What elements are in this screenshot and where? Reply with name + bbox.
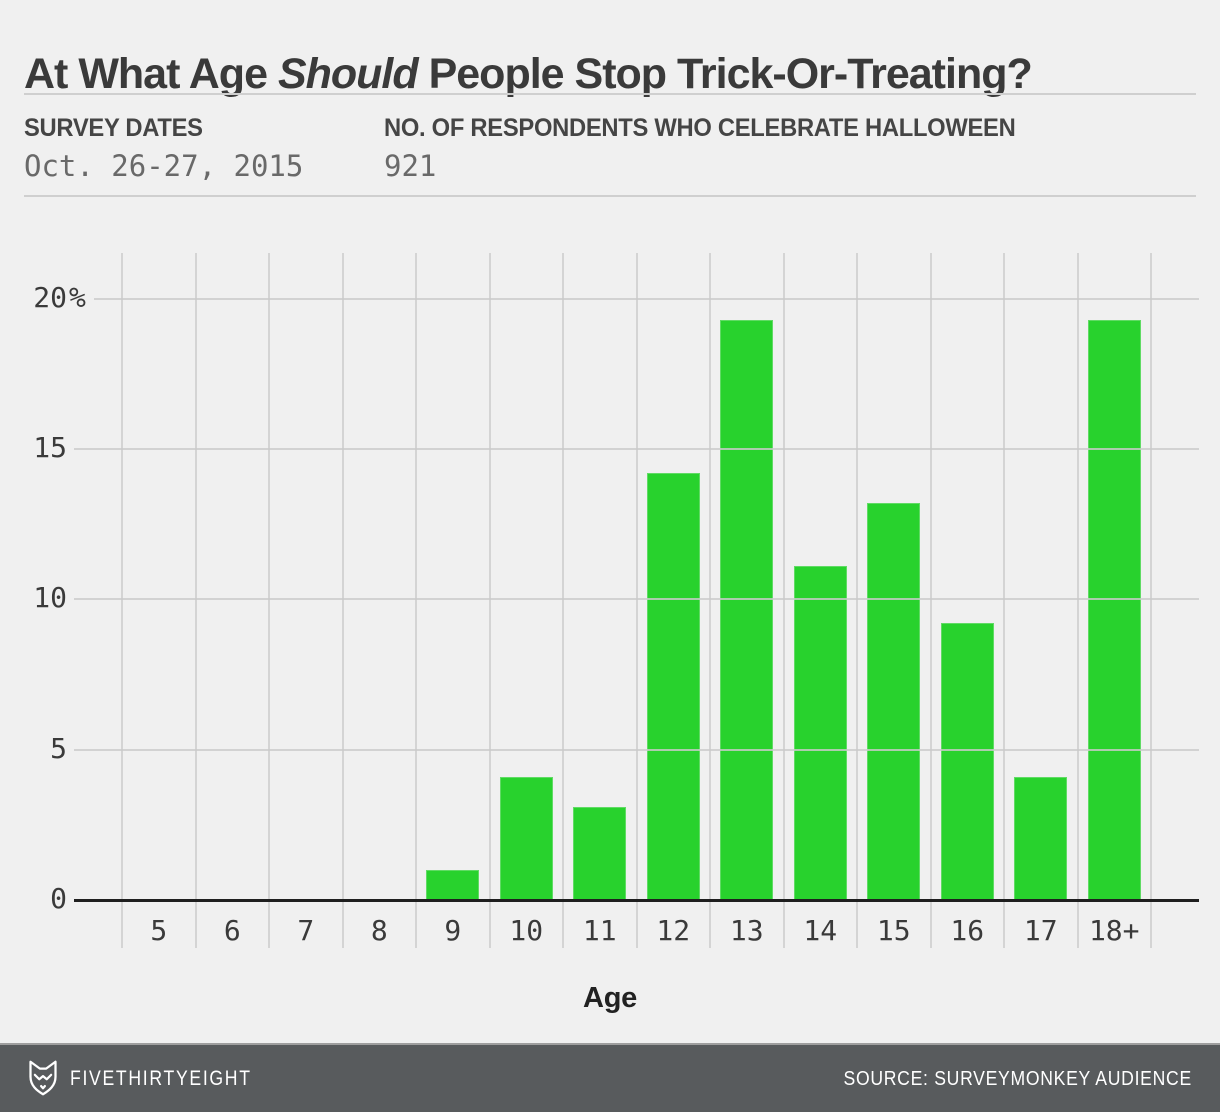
vertical-gridline <box>709 253 711 948</box>
vertical-gridline <box>415 253 417 948</box>
x-tick-label: 18+ <box>1088 914 1140 947</box>
x-tick-label: 8 <box>370 914 388 947</box>
bar-age-16 <box>940 623 994 900</box>
x-axis-baseline <box>74 899 1199 902</box>
header-divider-bottom <box>24 195 1196 197</box>
y-tick-percent-sign: % <box>69 280 86 314</box>
y-tick-label: 0 <box>50 882 67 915</box>
fivethirtyeight-brand-text: FIVETHIRTYEIGHT <box>70 1067 252 1090</box>
vertical-gridline <box>488 253 491 948</box>
bar-age-9 <box>426 869 480 900</box>
vertical-gridline <box>194 253 197 948</box>
vertical-gridline <box>121 253 123 948</box>
y-tick-label: 5 <box>50 731 67 765</box>
bar-age-13 <box>720 319 774 900</box>
page-title: At What Age Should People Stop Trick-Or-… <box>24 51 1204 97</box>
vertical-gridline <box>1003 253 1005 948</box>
x-tick-label: 7 <box>297 914 315 947</box>
footer-top-border <box>0 1043 1220 1045</box>
x-tick-label: 13 <box>729 914 764 947</box>
x-tick-label: 11 <box>582 914 617 947</box>
bar-age-11 <box>573 806 627 900</box>
x-tick-label: 16 <box>950 914 985 947</box>
bar-age-17 <box>1014 776 1068 900</box>
respondents-label: NO. OF RESPONDENTS WHO CELEBRATE HALLOWE… <box>384 114 1016 142</box>
horizontal-gridline <box>74 598 1199 601</box>
x-tick-label: 9 <box>444 914 462 947</box>
survey-dates-label: SURVEY DATES <box>24 114 203 142</box>
vertical-gridline <box>268 253 270 948</box>
vertical-gridline <box>341 253 344 948</box>
x-tick-label: 10 <box>509 914 544 947</box>
bar-age-14 <box>793 566 847 900</box>
horizontal-gridline <box>74 748 1199 751</box>
bar-age-18+ <box>1087 319 1141 900</box>
y-tick-label: 10 <box>33 581 67 615</box>
bar-age-12 <box>646 473 700 900</box>
vertical-gridline <box>635 253 638 948</box>
respondents-value: 921 <box>384 149 437 183</box>
header-divider-top <box>24 93 1196 95</box>
vertical-gridline <box>1076 253 1079 948</box>
bar-age-15 <box>867 503 921 900</box>
y-tick-label: 20 <box>33 280 67 314</box>
fivethirtyeight-fox-logo-icon <box>29 1060 57 1096</box>
title-part-post: People Stop Trick-Or-Treating? <box>417 49 1033 98</box>
x-axis-title: Age <box>583 982 637 1014</box>
vertical-gridline <box>562 253 564 948</box>
x-tick-label: 5 <box>150 914 168 947</box>
title-part-pre: At What Age <box>24 49 278 98</box>
footer-bar: FIVETHIRTYEIGHT SOURCE: SURVEYMONKEY AUD… <box>0 1045 1220 1112</box>
vertical-gridline <box>856 253 858 948</box>
survey-dates-value: Oct. 26-27, 2015 <box>24 149 304 183</box>
horizontal-gridline <box>74 447 1199 450</box>
x-tick-label: 15 <box>876 914 911 947</box>
source-credit-text: SOURCE: SURVEYMONKEY AUDIENCE <box>843 1068 1192 1090</box>
y-tick-label: 15 <box>33 430 67 464</box>
title-part-italic: Should <box>277 49 419 98</box>
x-tick-label: 17 <box>1023 914 1058 947</box>
x-tick-label: 12 <box>656 914 691 947</box>
x-tick-label: 6 <box>223 914 241 947</box>
horizontal-gridline <box>94 297 1199 300</box>
bar-chart: Age 20% 15 10 5 0 5 6 7 8 9 10 11 12 13 14 15 16 17 18+ <box>33 253 1199 1014</box>
x-tick-label: 14 <box>803 914 838 947</box>
vertical-gridline <box>1150 253 1152 948</box>
vertical-gridline <box>782 253 785 948</box>
bar-age-10 <box>499 776 553 900</box>
vertical-gridline <box>929 253 932 948</box>
